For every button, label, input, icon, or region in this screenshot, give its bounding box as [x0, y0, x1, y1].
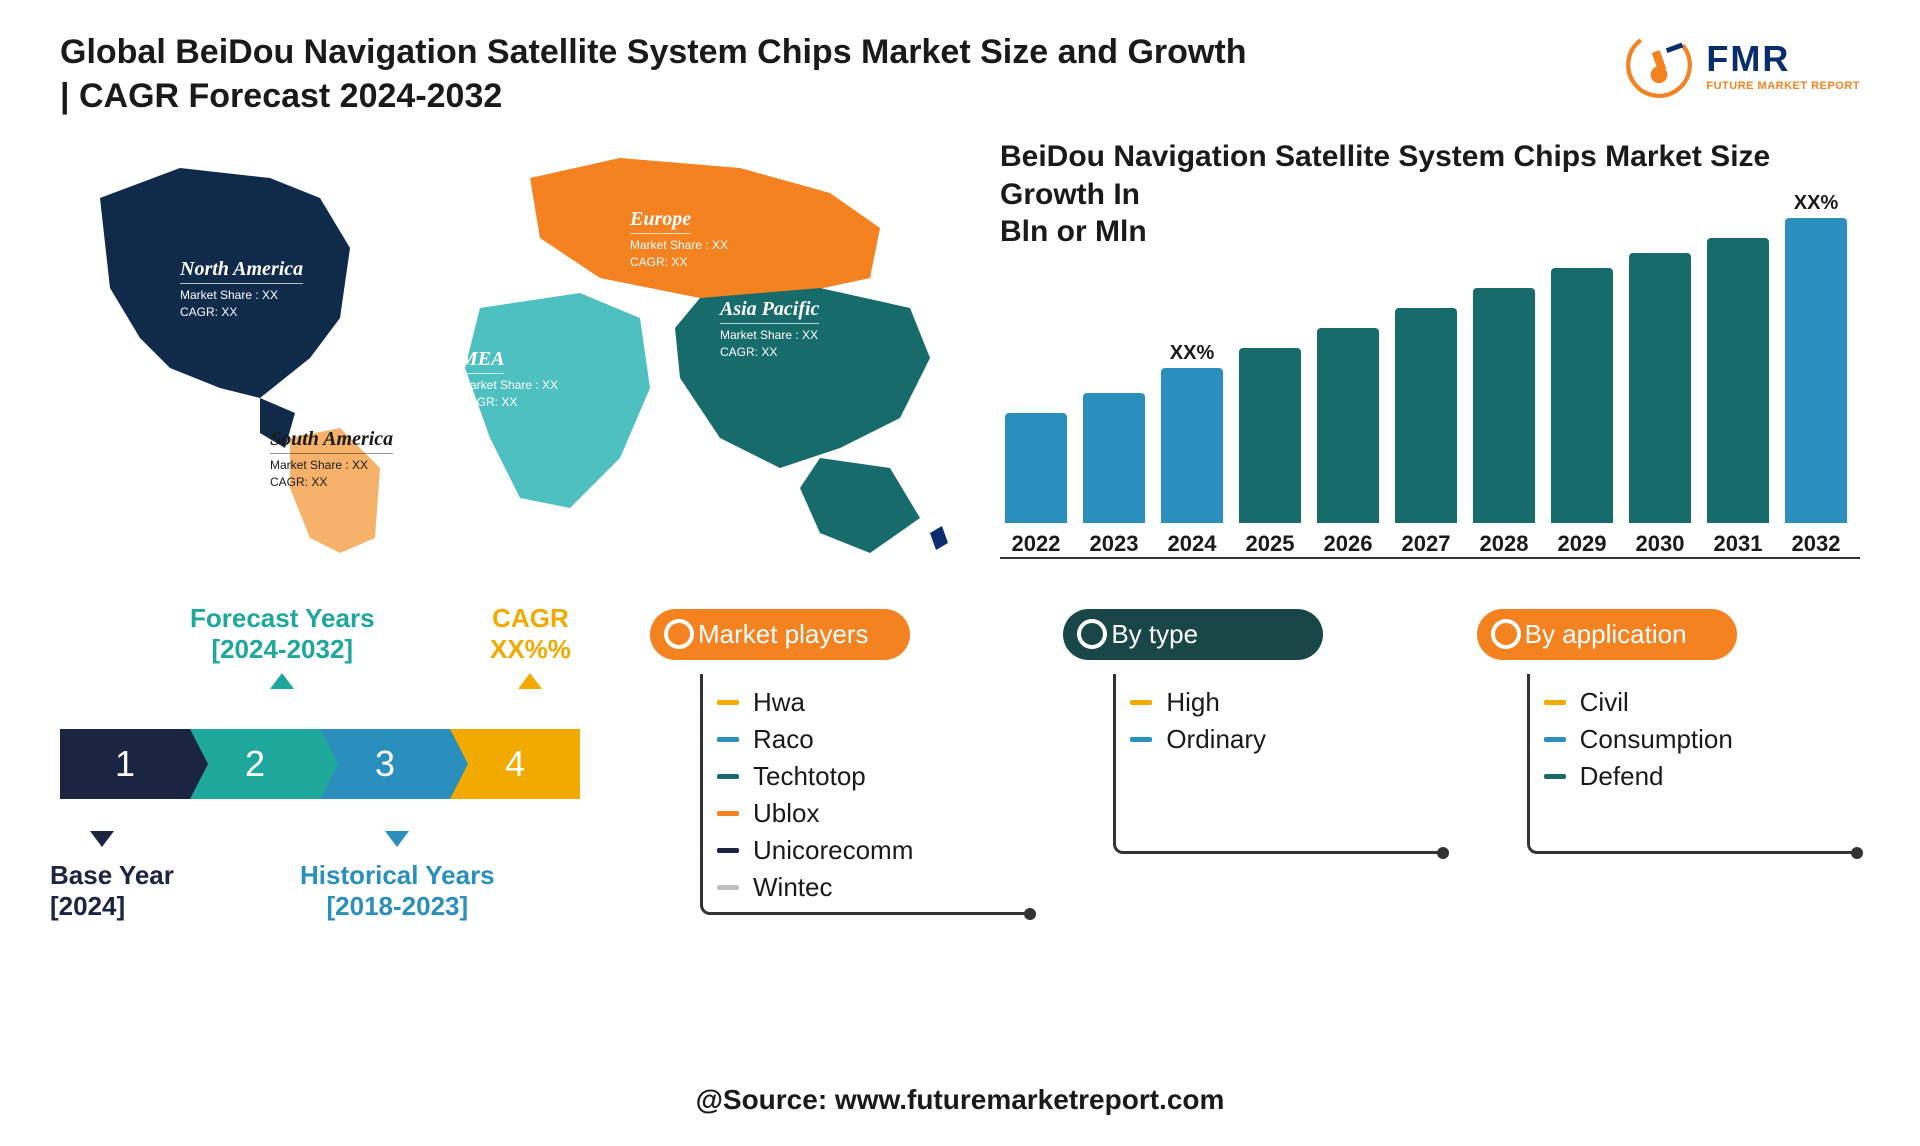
region-europe: EuropeMarket Share : XXCAGR: XX	[630, 208, 728, 271]
fmr-logo-icon	[1624, 30, 1694, 100]
cat-item: Techtotop	[703, 758, 1030, 795]
cat-item: Wintec	[703, 869, 1030, 906]
timeline-seg-4: 4	[450, 729, 580, 799]
bar-2026: 2026	[1312, 328, 1384, 557]
category-by-application: By application CivilConsumptionDefend	[1477, 609, 1860, 915]
bar-2023: 2023	[1078, 393, 1150, 557]
timeline-base-label: Base Year [2024]	[50, 829, 174, 923]
bar-2027: 2027	[1390, 308, 1462, 557]
category-header: Market players	[650, 609, 910, 660]
bar-2022: 2022	[1000, 413, 1072, 557]
fmr-logo: FMR FUTURE MARKET REPORT	[1624, 30, 1860, 100]
region-north-america: North AmericaMarket Share : XXCAGR: XX	[180, 258, 303, 321]
page-title: Global BeiDou Navigation Satellite Syste…	[60, 30, 1246, 118]
growth-bar-chart: BeiDou Navigation Satellite System Chips…	[1000, 138, 1860, 559]
cat-item: Defend	[1530, 758, 1857, 795]
source-text: @Source: www.futuremarketreport.com	[696, 1084, 1225, 1116]
cat-item: Civil	[1530, 684, 1857, 721]
chart-title: BeiDou Navigation Satellite System Chips…	[1000, 138, 1860, 251]
bar-2028: 2028	[1468, 288, 1540, 557]
timeline: Forecast Years [2024-2032] CAGR XX%% 123…	[60, 609, 620, 909]
cat-item: Raco	[703, 721, 1030, 758]
category-by-type: By type HighOrdinary	[1063, 609, 1446, 915]
bar-2031: 2031	[1702, 238, 1774, 557]
region-asia-pacific: Asia PacificMarket Share : XXCAGR: XX	[720, 298, 819, 361]
bar-2024: XX%2024	[1156, 368, 1228, 557]
category-header: By application	[1477, 609, 1737, 660]
timeline-seg-1: 1	[60, 729, 190, 799]
timeline-forecast-label: Forecast Years [2024-2032]	[190, 603, 375, 697]
logo-text-sub: FUTURE MARKET REPORT	[1706, 80, 1860, 92]
timeline-seg-2: 2	[190, 729, 320, 799]
logo-text-fmr: FMR	[1706, 38, 1860, 80]
timeline-cagr-label: CAGR XX%%	[490, 603, 571, 697]
world-map: North AmericaMarket Share : XXCAGR: XX So…	[60, 138, 960, 558]
category-header: By type	[1063, 609, 1323, 660]
bar-2032: XX%2032	[1780, 218, 1852, 557]
cat-item: Unicorecomm	[703, 832, 1030, 869]
cat-item: High	[1116, 684, 1443, 721]
category-market-players: Market players HwaRacoTechtotopUbloxUnico…	[650, 609, 1033, 915]
timeline-historical-label: Historical Years [2018-2023]	[300, 829, 495, 923]
cat-item: Ublox	[703, 795, 1030, 832]
cat-item: Ordinary	[1116, 721, 1443, 758]
timeline-seg-3: 3	[320, 729, 450, 799]
bar-chart-bars: 20222023XX%20242025202620272028202920302…	[1000, 259, 1860, 559]
cat-item: Hwa	[703, 684, 1030, 721]
cat-item: Consumption	[1530, 721, 1857, 758]
bar-2025: 2025	[1234, 348, 1306, 557]
region-mea: MEAMarket Share : XXCAGR: XX	[460, 348, 558, 411]
region-south-america: South AmericaMarket Share : XXCAGR: XX	[270, 428, 393, 491]
bar-2029: 2029	[1546, 268, 1618, 557]
bar-2030: 2030	[1624, 253, 1696, 557]
